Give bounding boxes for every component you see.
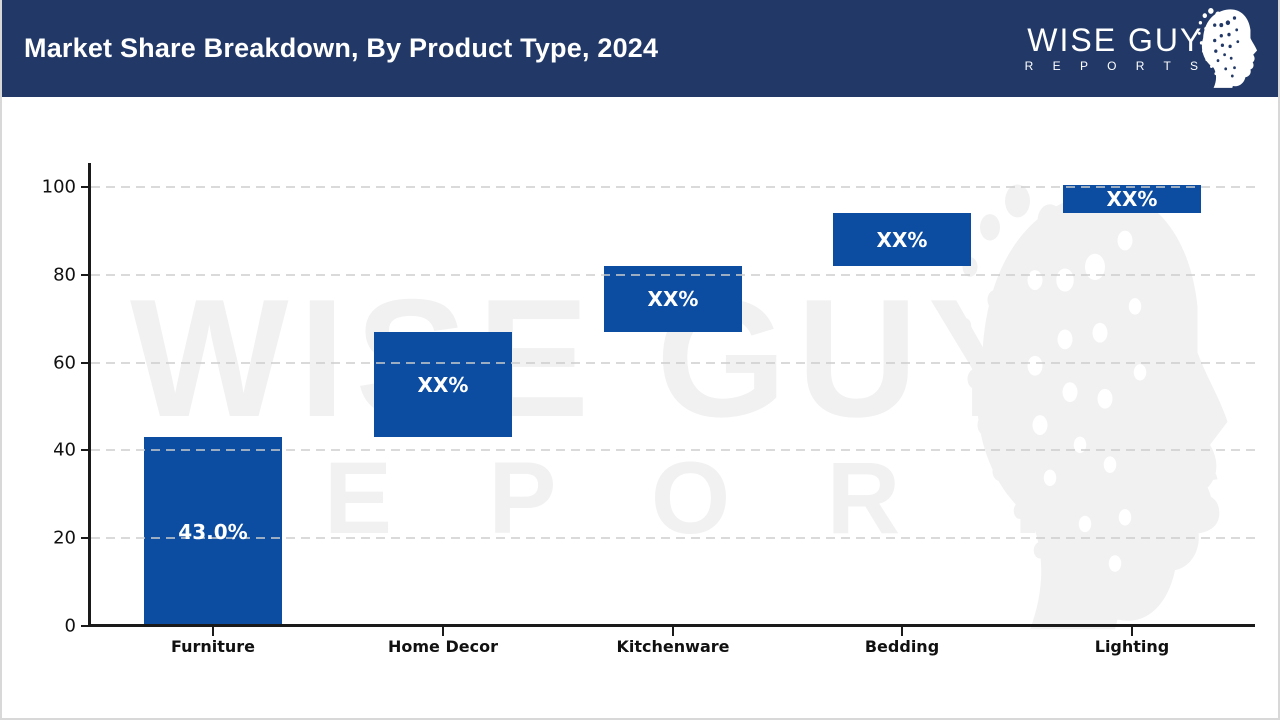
x-tick-mark	[672, 627, 674, 636]
bar-segment-kitchenware	[604, 266, 742, 332]
x-category-label: Bedding	[864, 637, 940, 656]
page-title: Market Share Breakdown, By Product Type,…	[24, 33, 659, 63]
watermark-text-line1: WISE GUY	[130, 264, 1051, 452]
x-category-label: Furniture	[170, 637, 256, 656]
x-category-label: Home Decor	[388, 637, 498, 656]
y-tick-mark	[81, 273, 89, 276]
x-tick-mark	[1131, 627, 1133, 636]
y-tick-label: 40	[53, 439, 76, 461]
y-tick-label: 60	[53, 352, 76, 374]
y-tick-label: 0	[64, 615, 76, 637]
y-tick-label: 100	[41, 176, 76, 198]
bar-value-label: XX%	[876, 227, 928, 252]
y-tick-mark	[81, 537, 89, 540]
y-tick-mark	[81, 625, 89, 627]
x-tick-mark	[901, 627, 903, 636]
y-tick-label: 80	[53, 264, 76, 286]
bar-segment-bedding	[833, 213, 971, 266]
bar-value-label: XX%	[417, 372, 469, 397]
x-category-label: Kitchenware	[616, 637, 730, 656]
gridline-60	[91, 361, 1255, 364]
bar-value-label: XX%	[1106, 187, 1158, 212]
y-tick-mark	[81, 361, 89, 364]
gridline-80	[91, 273, 1255, 276]
x-axis	[88, 624, 1255, 627]
gridline-20	[91, 537, 1255, 540]
bar-segment-furniture	[144, 437, 282, 626]
logo-wordmark: WISE GUY R E P O R T S	[1025, 23, 1206, 74]
logo-face-icon	[1196, 5, 1262, 93]
bar-segment-lighting	[1063, 184, 1201, 214]
bar-segment-home-decor	[374, 331, 512, 438]
y-axis	[88, 163, 91, 627]
bar-value-label: 43.0%	[178, 519, 248, 544]
y-tick-label: 20	[53, 527, 76, 549]
y-tick-mark	[81, 186, 89, 188]
x-tick-mark	[442, 627, 444, 636]
gridline-100	[91, 186, 1255, 188]
logo-line1: WISE GUY	[1027, 22, 1204, 58]
waterfall-chart: 0 20 40 60 80 100 43.0% Furniture XX% Home Decor X…	[2, 97, 1278, 718]
brand-logo: WISE GUY R E P O R T S	[1025, 5, 1262, 93]
bar-value-label: XX%	[647, 286, 699, 311]
logo-line2: R E P O R T S	[1024, 59, 1206, 73]
gridline-40	[91, 449, 1255, 452]
x-tick-mark	[212, 627, 214, 636]
x-category-label: Lighting	[1094, 637, 1170, 656]
y-tick-mark	[81, 449, 89, 452]
header-bar: Market Share Breakdown, By Product Type,…	[2, 0, 1278, 97]
